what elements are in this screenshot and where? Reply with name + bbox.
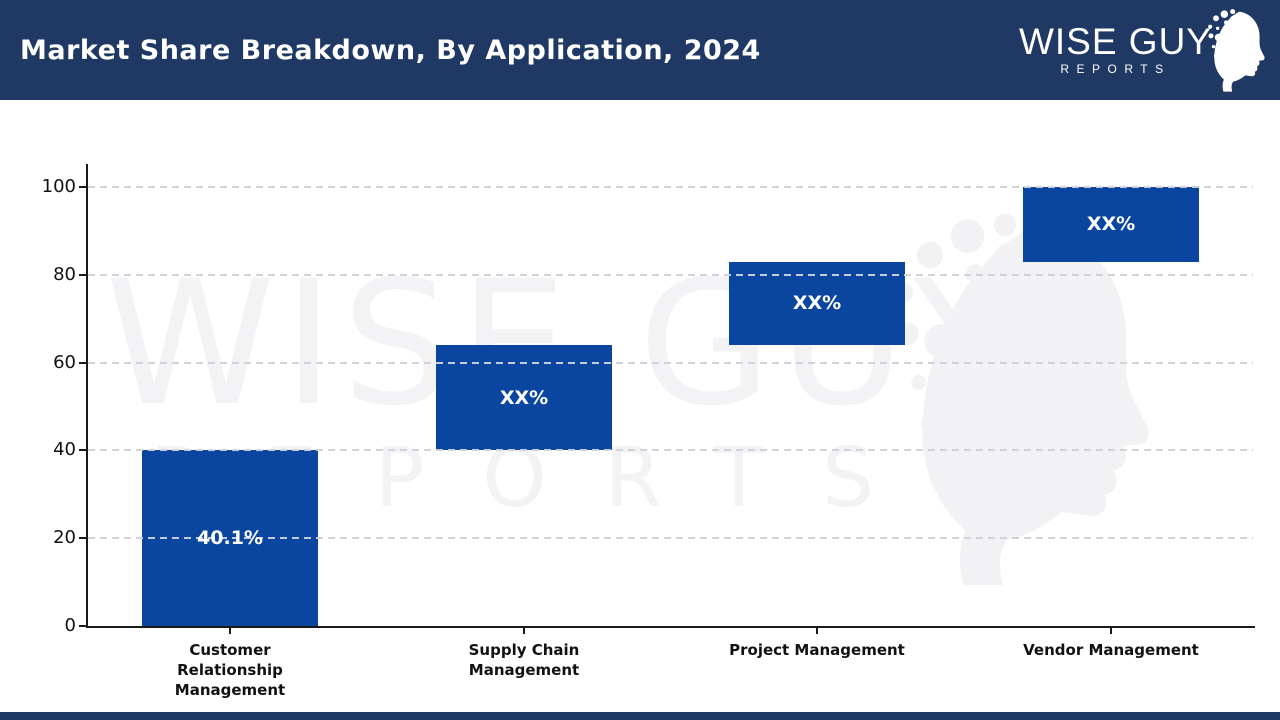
y-tick-label: 60 <box>53 351 76 373</box>
x-tick-mark <box>523 628 525 634</box>
bar-value-label: XX% <box>792 292 842 315</box>
brand-subtitle: REPORTS <box>1060 62 1171 76</box>
brand-logo-text: WISE GUY REPORTS <box>1018 21 1212 76</box>
y-tick-mark <box>79 537 86 540</box>
x-category-label: Vendor Management <box>1023 641 1199 659</box>
y-axis-line <box>86 164 88 628</box>
x-category-label: Supply Chain Management <box>468 641 580 679</box>
bar-value-label: 40.1% <box>197 526 263 549</box>
bar-4 <box>1023 187 1199 262</box>
x-tick-mark <box>1110 628 1112 634</box>
y-tick-mark <box>79 625 86 627</box>
bar-value-label: XX% <box>499 386 549 409</box>
header: Market Share Breakdown, By Application, … <box>0 0 1280 100</box>
x-category-label: Customer Relationship Management <box>174 641 286 699</box>
y-tick-label: 20 <box>53 527 76 549</box>
y-tick-mark <box>79 449 86 452</box>
y-tick-mark <box>79 186 86 188</box>
brand-name: WISE GUY <box>1018 21 1212 62</box>
y-tick-mark <box>79 273 86 276</box>
y-tick-mark <box>79 361 86 364</box>
brand-logo: WISE GUY REPORTS <box>1019 8 1266 92</box>
gridline-60 <box>88 361 1253 364</box>
x-category-label: Project Management <box>729 641 905 659</box>
watermark-face-icon <box>894 213 1149 585</box>
page-title: Market Share Breakdown, By Application, … <box>20 34 761 66</box>
gridline-80 <box>88 273 1253 276</box>
footer-bar <box>0 712 1280 720</box>
y-tick-label: 100 <box>41 176 76 197</box>
brand-face-icon <box>1208 9 1265 92</box>
gridline-40 <box>88 449 1253 452</box>
gridline-20 <box>88 537 1253 540</box>
y-tick-label: 40 <box>53 439 76 461</box>
x-tick-mark <box>229 628 231 634</box>
bar-value-label: XX% <box>1086 213 1136 236</box>
x-tick-mark <box>816 628 818 634</box>
y-tick-label: 80 <box>53 263 76 285</box>
gridline-100 <box>88 186 1253 188</box>
y-tick-label: 0 <box>64 615 76 636</box>
x-axis-line <box>86 626 1255 628</box>
